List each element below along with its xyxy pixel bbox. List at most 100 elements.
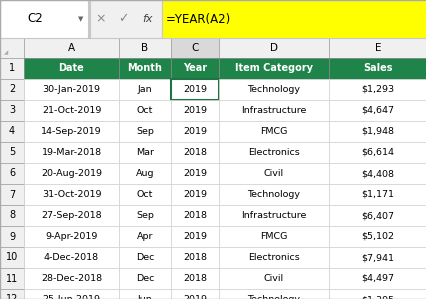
Text: 21-Oct-2019: 21-Oct-2019 <box>42 106 101 115</box>
Bar <box>119 79 170 100</box>
Bar <box>328 79 426 100</box>
Bar <box>24 121 119 142</box>
Bar <box>24 100 119 121</box>
Bar <box>24 58 119 79</box>
Bar <box>24 289 119 299</box>
Text: 1: 1 <box>9 63 15 74</box>
Bar <box>0 268 24 289</box>
Bar <box>24 184 119 205</box>
Text: Oct: Oct <box>136 190 153 199</box>
Text: 2: 2 <box>9 85 15 94</box>
Text: Dec: Dec <box>135 274 154 283</box>
Text: FMCG: FMCG <box>260 127 287 136</box>
Text: 2019: 2019 <box>183 127 207 136</box>
Bar <box>161 0 426 38</box>
Text: Month: Month <box>127 63 162 74</box>
Bar <box>119 121 170 142</box>
Text: C: C <box>191 43 198 53</box>
Bar <box>170 205 219 226</box>
Text: $1,171: $1,171 <box>361 190 394 199</box>
Text: Item Category: Item Category <box>234 63 312 74</box>
Text: Civil: Civil <box>263 274 283 283</box>
Bar <box>0 79 24 100</box>
Text: Civil: Civil <box>263 169 283 178</box>
Text: 2019: 2019 <box>183 190 207 199</box>
Text: $1,395: $1,395 <box>360 295 394 299</box>
Text: 27-Sep-2018: 27-Sep-2018 <box>41 211 101 220</box>
Bar <box>219 100 328 121</box>
Bar <box>328 184 426 205</box>
Text: 2019: 2019 <box>183 169 207 178</box>
Bar <box>219 38 328 58</box>
Text: 11: 11 <box>6 274 18 283</box>
Text: Infrastructure: Infrastructure <box>241 106 306 115</box>
Text: 2018: 2018 <box>183 211 207 220</box>
Text: $5,102: $5,102 <box>361 232 394 241</box>
Text: $4,647: $4,647 <box>361 106 394 115</box>
Bar <box>119 289 170 299</box>
Text: 4-Dec-2018: 4-Dec-2018 <box>44 253 99 262</box>
Text: Jun: Jun <box>137 295 152 299</box>
Bar <box>219 247 328 268</box>
Bar <box>24 268 119 289</box>
Bar <box>0 58 24 79</box>
Text: ✓: ✓ <box>118 13 128 25</box>
Bar <box>24 38 119 58</box>
Text: 2019: 2019 <box>183 106 207 115</box>
Bar <box>328 289 426 299</box>
Bar <box>170 79 219 100</box>
Text: 2018: 2018 <box>183 148 207 157</box>
Bar <box>0 163 24 184</box>
Text: C2: C2 <box>27 13 43 25</box>
Text: $4,408: $4,408 <box>361 169 394 178</box>
Text: 7: 7 <box>9 190 15 199</box>
Text: 3: 3 <box>9 106 15 115</box>
Bar <box>24 247 119 268</box>
Bar <box>0 100 24 121</box>
Text: 31-Oct-2019: 31-Oct-2019 <box>42 190 101 199</box>
Bar <box>119 100 170 121</box>
Text: 30-Jan-2019: 30-Jan-2019 <box>43 85 100 94</box>
Text: Technology: Technology <box>247 295 300 299</box>
Bar <box>328 268 426 289</box>
Text: FMCG: FMCG <box>260 232 287 241</box>
Text: Electronics: Electronics <box>248 148 299 157</box>
Bar <box>0 184 24 205</box>
Text: 2019: 2019 <box>183 232 207 241</box>
Text: 19-Mar-2018: 19-Mar-2018 <box>41 148 101 157</box>
Bar <box>219 142 328 163</box>
Bar <box>219 79 328 100</box>
Text: Date: Date <box>58 63 84 74</box>
Text: B: B <box>141 43 148 53</box>
Text: $4,497: $4,497 <box>361 274 394 283</box>
Text: 4: 4 <box>9 126 15 137</box>
Text: 10: 10 <box>6 252 18 263</box>
Bar <box>0 247 24 268</box>
Bar <box>170 142 219 163</box>
Text: Oct: Oct <box>136 106 153 115</box>
Text: A: A <box>68 43 75 53</box>
Text: $7,941: $7,941 <box>361 253 394 262</box>
Text: 28-Dec-2018: 28-Dec-2018 <box>41 274 102 283</box>
Text: 14-Sep-2019: 14-Sep-2019 <box>41 127 101 136</box>
Bar <box>328 226 426 247</box>
Text: 12: 12 <box>6 295 18 299</box>
Bar <box>24 142 119 163</box>
Bar <box>119 58 170 79</box>
Bar <box>170 226 219 247</box>
Bar <box>0 289 24 299</box>
Bar <box>170 58 219 79</box>
Text: Sep: Sep <box>136 127 154 136</box>
Bar <box>119 142 170 163</box>
Text: 6: 6 <box>9 169 15 179</box>
Bar <box>328 205 426 226</box>
Text: 2019: 2019 <box>183 295 207 299</box>
Bar <box>0 0 426 38</box>
Text: =YEAR(A2): =YEAR(A2) <box>166 13 231 25</box>
Text: 25-Jun-2019: 25-Jun-2019 <box>43 295 100 299</box>
Text: Infrastructure: Infrastructure <box>241 211 306 220</box>
Text: 20-Aug-2019: 20-Aug-2019 <box>41 169 102 178</box>
Bar <box>119 38 170 58</box>
Text: ◢: ◢ <box>4 50 8 55</box>
Bar <box>0 226 24 247</box>
